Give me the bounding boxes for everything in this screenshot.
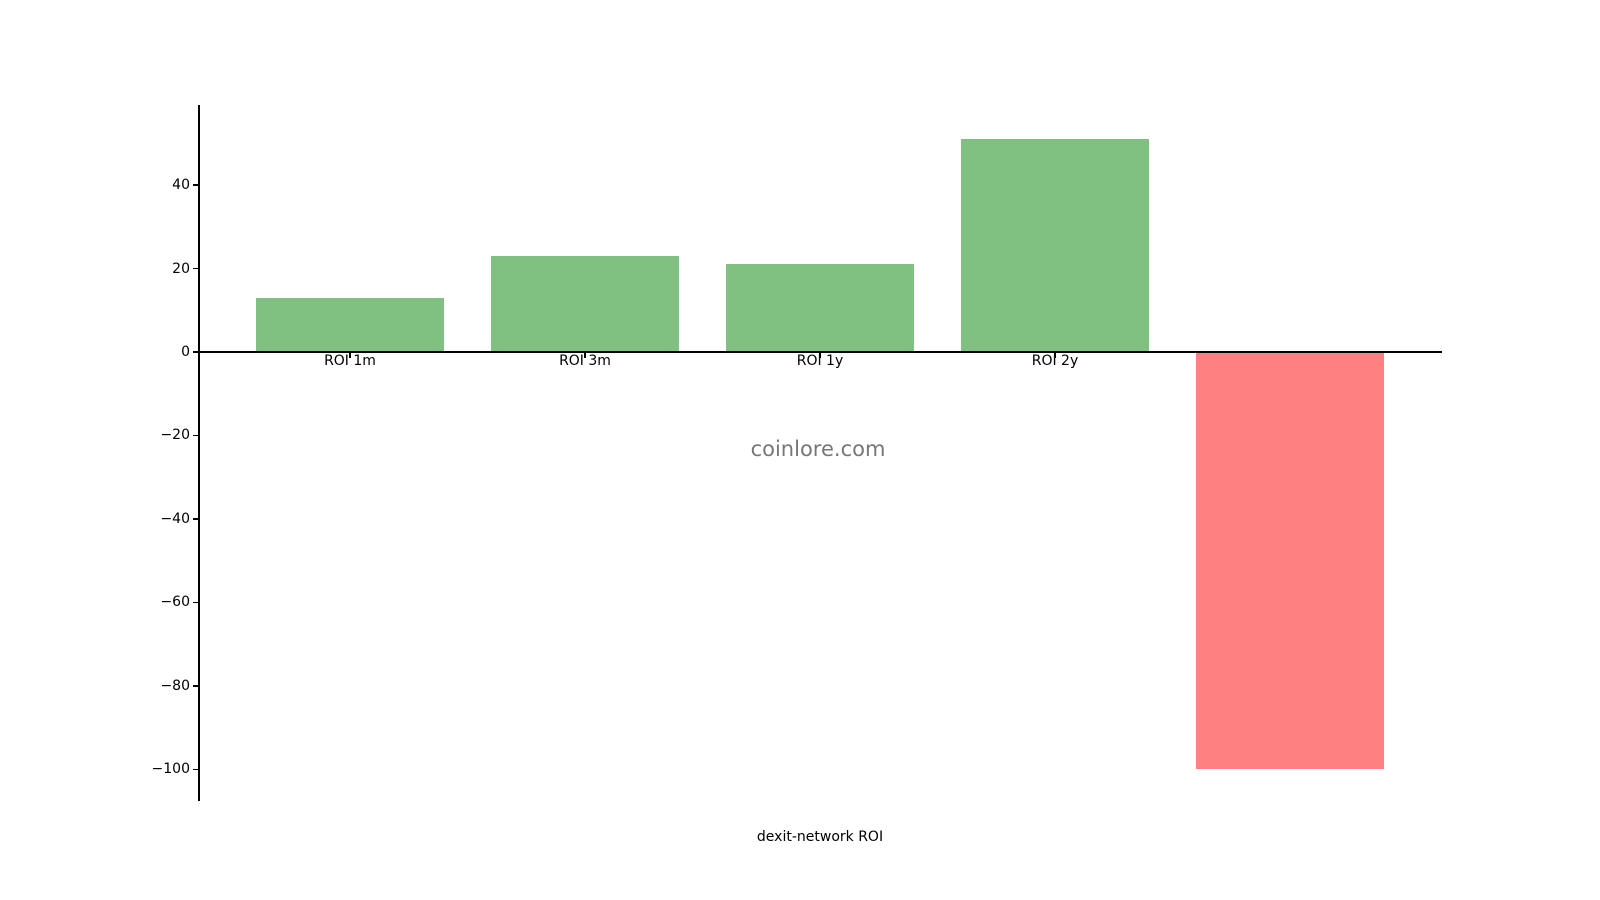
- y-tick-label: 40: [172, 177, 190, 194]
- y-tick-mark: [193, 184, 199, 186]
- y-tick-label: −60: [160, 594, 190, 611]
- x-axis-spine: [199, 351, 1442, 353]
- y-tick-label: −20: [160, 427, 190, 444]
- x-tick-label: ROI 1m: [324, 353, 376, 369]
- y-tick-label: −80: [160, 677, 190, 694]
- y-tick-label: 20: [172, 260, 190, 277]
- y-axis-spine: [198, 105, 200, 801]
- y-tick-mark: [193, 768, 199, 771]
- x-tick-mark: [1054, 352, 1056, 358]
- x-tick-mark: [584, 352, 586, 358]
- x-tick-mark: [349, 352, 351, 358]
- bar-roi-all: [1196, 352, 1384, 770]
- x-axis-caption: dexit-network ROI: [756, 829, 884, 845]
- bar-roi-1m: [256, 297, 444, 352]
- x-tick-label: ROI 1y: [796, 353, 844, 369]
- y-tick-mark: [193, 267, 199, 270]
- y-tick-mark: [193, 434, 199, 437]
- y-tick-label: 0: [181, 344, 190, 360]
- bar-roi-2y: [961, 139, 1149, 352]
- bar-roi-1y: [726, 264, 914, 352]
- y-tick-mark: [193, 601, 199, 604]
- x-tick-label: ROI 2y: [1031, 353, 1079, 369]
- watermark: coinlore.com: [750, 437, 886, 461]
- bar-roi-3m: [491, 256, 679, 352]
- y-tick-mark: [193, 685, 199, 687]
- y-tick-label: −100: [151, 761, 190, 778]
- y-tick-mark: [193, 351, 199, 353]
- x-tick-label: ROI 3m: [559, 353, 611, 369]
- y-tick-label: −40: [160, 510, 190, 527]
- x-tick-mark: [819, 352, 821, 358]
- y-tick-mark: [193, 518, 199, 520]
